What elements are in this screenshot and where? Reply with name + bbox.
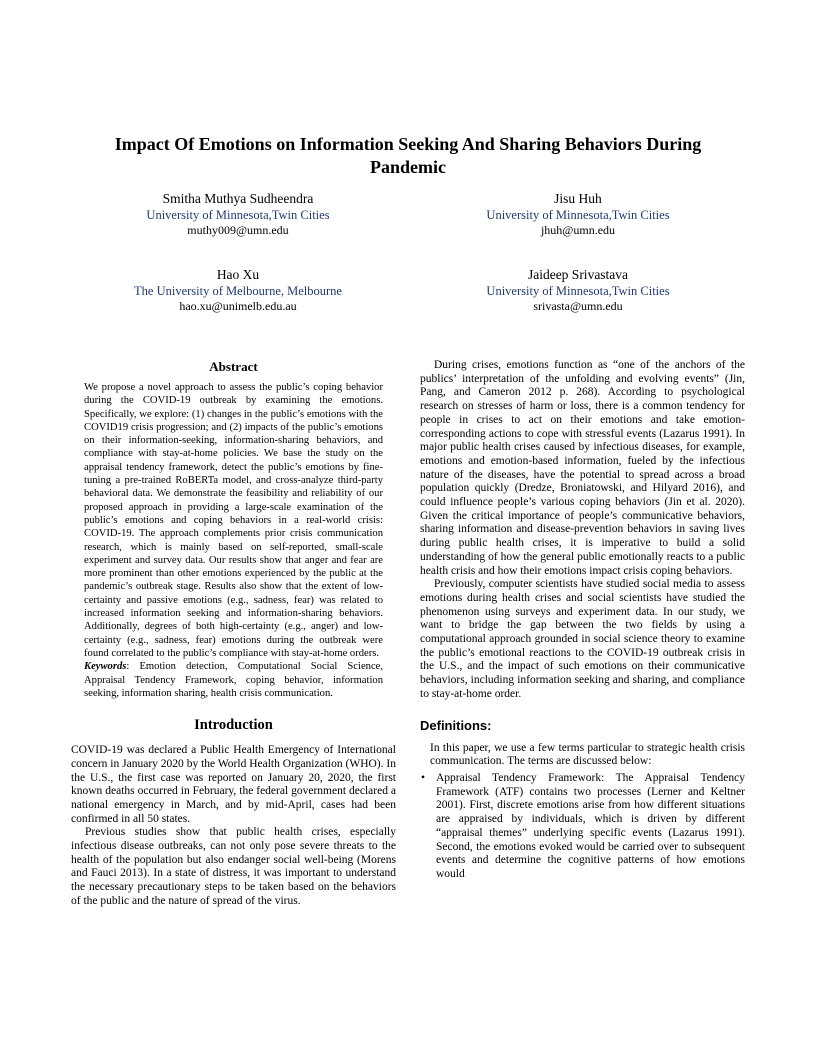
paper-title-line1: Impact Of Emotions on Information Seekin…	[114, 134, 702, 154]
definitions-heading: Definitions:	[420, 717, 492, 733]
author-affiliation: University of Minnesota,Twin Cities	[486, 208, 670, 222]
author-block: Smitha Muthya Sudheendra University of M…	[68, 190, 748, 314]
abstract-text: We propose a novel approach to assess th…	[84, 382, 383, 659]
paper-title: Impact Of Emotions on Information Seekin…	[60, 133, 756, 179]
author-name: Jaideep Srivastava	[527, 267, 629, 282]
author-email: muthy009@umn.edu	[187, 223, 289, 237]
definition-atf-text: Appraisal Tendency Framework: The Apprai…	[436, 771, 745, 880]
abstract-block: We propose a novel approach to assess th…	[84, 381, 383, 700]
left-column: Abstract We propose a novel approach to …	[71, 359, 396, 909]
right-column: During crises, emotions function as “one…	[420, 359, 745, 909]
author-email: hao.xu@unimelb.edu.au	[179, 299, 297, 313]
author-name: Jisu Huh	[554, 191, 602, 206]
author-affiliation: University of Minnesota,Twin Cities	[486, 284, 670, 298]
paper-title-line2: Pandemic	[370, 157, 446, 177]
keywords-line: Keywords: Emotion detection, Computation…	[84, 660, 383, 700]
body-columns: Abstract We propose a novel approach to …	[71, 359, 745, 909]
author-name: Hao Xu	[216, 267, 260, 282]
introduction-paragraph-1: COVID-19 was declared a Public Health Em…	[71, 744, 396, 825]
author-email: srivasta@umn.edu	[533, 299, 623, 313]
author-card: Jisu Huh University of Minnesota,Twin Ci…	[408, 190, 748, 238]
definitions-intro: In this paper, we use a few terms partic…	[430, 741, 745, 768]
definition-list-item: • Appraisal Tendency Framework: The Appr…	[420, 772, 745, 882]
keywords-label: Keywords	[84, 661, 127, 673]
bullet-icon: •	[421, 771, 426, 784]
author-email: jhuh@umn.edu	[540, 223, 616, 237]
introduction-paragraph-2: Previous studies show that public health…	[71, 826, 396, 907]
author-card: Smitha Muthya Sudheendra University of M…	[68, 190, 408, 238]
right-paragraph-1: During crises, emotions function as “one…	[420, 359, 745, 577]
author-name: Smitha Muthya Sudheendra	[162, 191, 314, 206]
introduction-heading: Introduction	[194, 717, 273, 734]
author-affiliation: The University of Melbourne, Melbourne	[134, 284, 342, 298]
keywords-text: : Emotion detection, Computational Socia…	[84, 661, 383, 699]
right-paragraph-2: Previously, computer scientists have stu…	[420, 578, 745, 700]
author-affiliation: University of Minnesota,Twin Cities	[146, 208, 330, 222]
author-card: Jaideep Srivastava University of Minneso…	[408, 266, 748, 314]
author-card: Hao Xu The University of Melbourne, Melb…	[68, 266, 408, 314]
abstract-heading: Abstract	[209, 359, 258, 374]
